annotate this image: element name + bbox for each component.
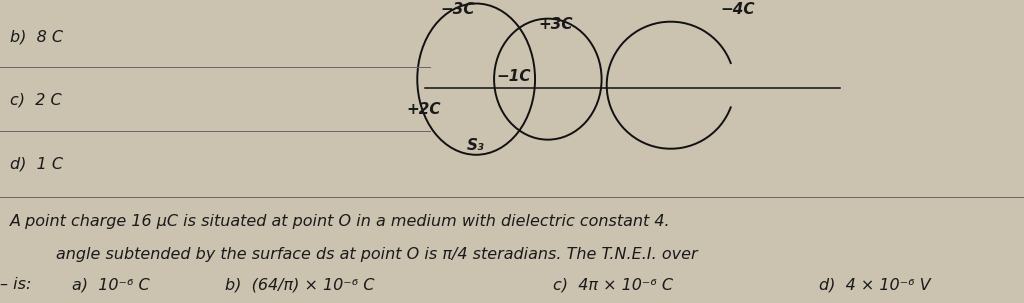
Text: b)  (64/π) × 10⁻⁶ C: b) (64/π) × 10⁻⁶ C (225, 277, 375, 292)
Text: c)  4π × 10⁻⁶ C: c) 4π × 10⁻⁶ C (553, 277, 673, 292)
Text: d)  1 C: d) 1 C (10, 156, 63, 171)
Text: a)  10⁻⁶ C: a) 10⁻⁶ C (72, 277, 150, 292)
Text: A point charge 16 μC is situated at point O in a medium with dielectric constant: A point charge 16 μC is situated at poin… (10, 214, 671, 229)
Text: S₃: S₃ (466, 138, 484, 153)
Text: angle subtended by the surface ds at point O is π/4 steradians. The T.N.E.I. ove: angle subtended by the surface ds at poi… (56, 247, 698, 262)
Text: c)  2 C: c) 2 C (10, 93, 61, 108)
Text: −3C: −3C (440, 2, 475, 17)
Text: d)  4 × 10⁻⁶ V: d) 4 × 10⁻⁶ V (819, 277, 931, 292)
Text: +2C: +2C (407, 102, 441, 117)
Text: −4C: −4C (720, 2, 755, 17)
Text: +3C: +3C (539, 17, 573, 32)
Text: – is:: – is: (0, 277, 32, 292)
Text: b)  8 C: b) 8 C (10, 29, 63, 44)
Text: −1C: −1C (497, 68, 531, 84)
